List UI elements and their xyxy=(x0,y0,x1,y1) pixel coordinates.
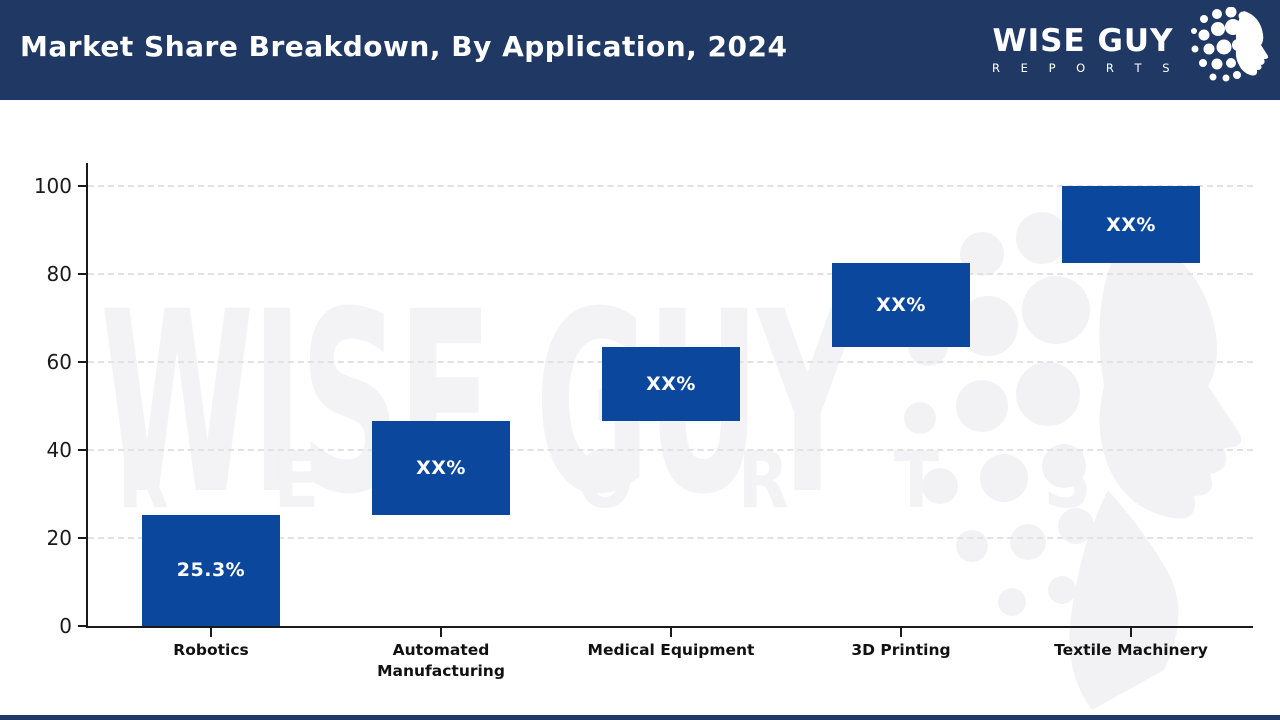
brand-logo: WISE GUY R E P O R T S xyxy=(988,7,1280,93)
gridline-40 xyxy=(88,449,1253,451)
y-tick-mark xyxy=(78,185,86,187)
x-axis-line xyxy=(86,626,1253,628)
logo-text: WISE GUY R E P O R T S xyxy=(988,22,1178,75)
y-tick-label: 60 xyxy=(46,350,72,374)
y-tick-label: 100 xyxy=(33,174,72,198)
footer-bar xyxy=(0,715,1280,720)
bar-3d-printing: XX% xyxy=(832,263,970,347)
bar-automated-manufacturing: XX% xyxy=(372,421,510,515)
bar-value-label: XX% xyxy=(1106,213,1156,236)
x-tick-mark xyxy=(900,628,902,637)
y-tick-mark xyxy=(78,273,86,275)
bar-value-label: 25.3% xyxy=(176,559,246,582)
page-title: Market Share Breakdown, By Application, … xyxy=(20,29,788,63)
x-label-textile-machinery: Textile Machinery xyxy=(1054,641,1208,659)
x-label-robotics: Robotics xyxy=(173,641,249,659)
y-tick-label: 80 xyxy=(46,262,72,286)
bar-robotics: 25.3% xyxy=(142,514,280,626)
y-axis-line xyxy=(86,163,88,628)
header-bar: Market Share Breakdown, By Application, … xyxy=(0,0,1280,100)
gridline-20 xyxy=(88,537,1253,539)
logo-wordmark: WISE GUY xyxy=(992,22,1174,59)
y-tick-mark xyxy=(78,537,86,539)
x-tick-mark xyxy=(1130,628,1132,637)
y-tick-mark xyxy=(78,625,86,627)
gridline-80 xyxy=(88,273,1253,275)
x-label-3d-printing: 3D Printing xyxy=(851,641,951,659)
x-tick-mark xyxy=(670,628,672,637)
bar-medical-equipment: XX% xyxy=(602,346,740,422)
x-label-automated-manufacturing: Automated Manufacturing xyxy=(377,641,505,680)
x-label-medical-equipment: Medical Equipment xyxy=(587,641,755,659)
watermark-head-icon xyxy=(904,210,1242,710)
chart-canvas: WISE GUY R E P O R T S 0 20 40 60 80 100 25.3%… xyxy=(0,100,1280,715)
bar-textile-machinery: XX% xyxy=(1062,186,1200,263)
logo-head-icon xyxy=(1191,7,1269,82)
gridline-100 xyxy=(88,185,1253,187)
y-tick-label: 40 xyxy=(46,438,72,462)
y-tick-mark xyxy=(78,361,86,363)
bar-value-label: XX% xyxy=(876,293,926,316)
x-tick-mark xyxy=(440,628,442,637)
bar-value-label: XX% xyxy=(646,372,696,395)
y-tick-label: 20 xyxy=(46,526,72,550)
y-tick-mark xyxy=(78,449,86,451)
bar-value-label: XX% xyxy=(416,457,466,480)
logo-subtext: R E P O R T S xyxy=(992,60,1178,75)
x-tick-mark xyxy=(210,628,212,637)
y-tick-label: 0 xyxy=(59,614,72,638)
